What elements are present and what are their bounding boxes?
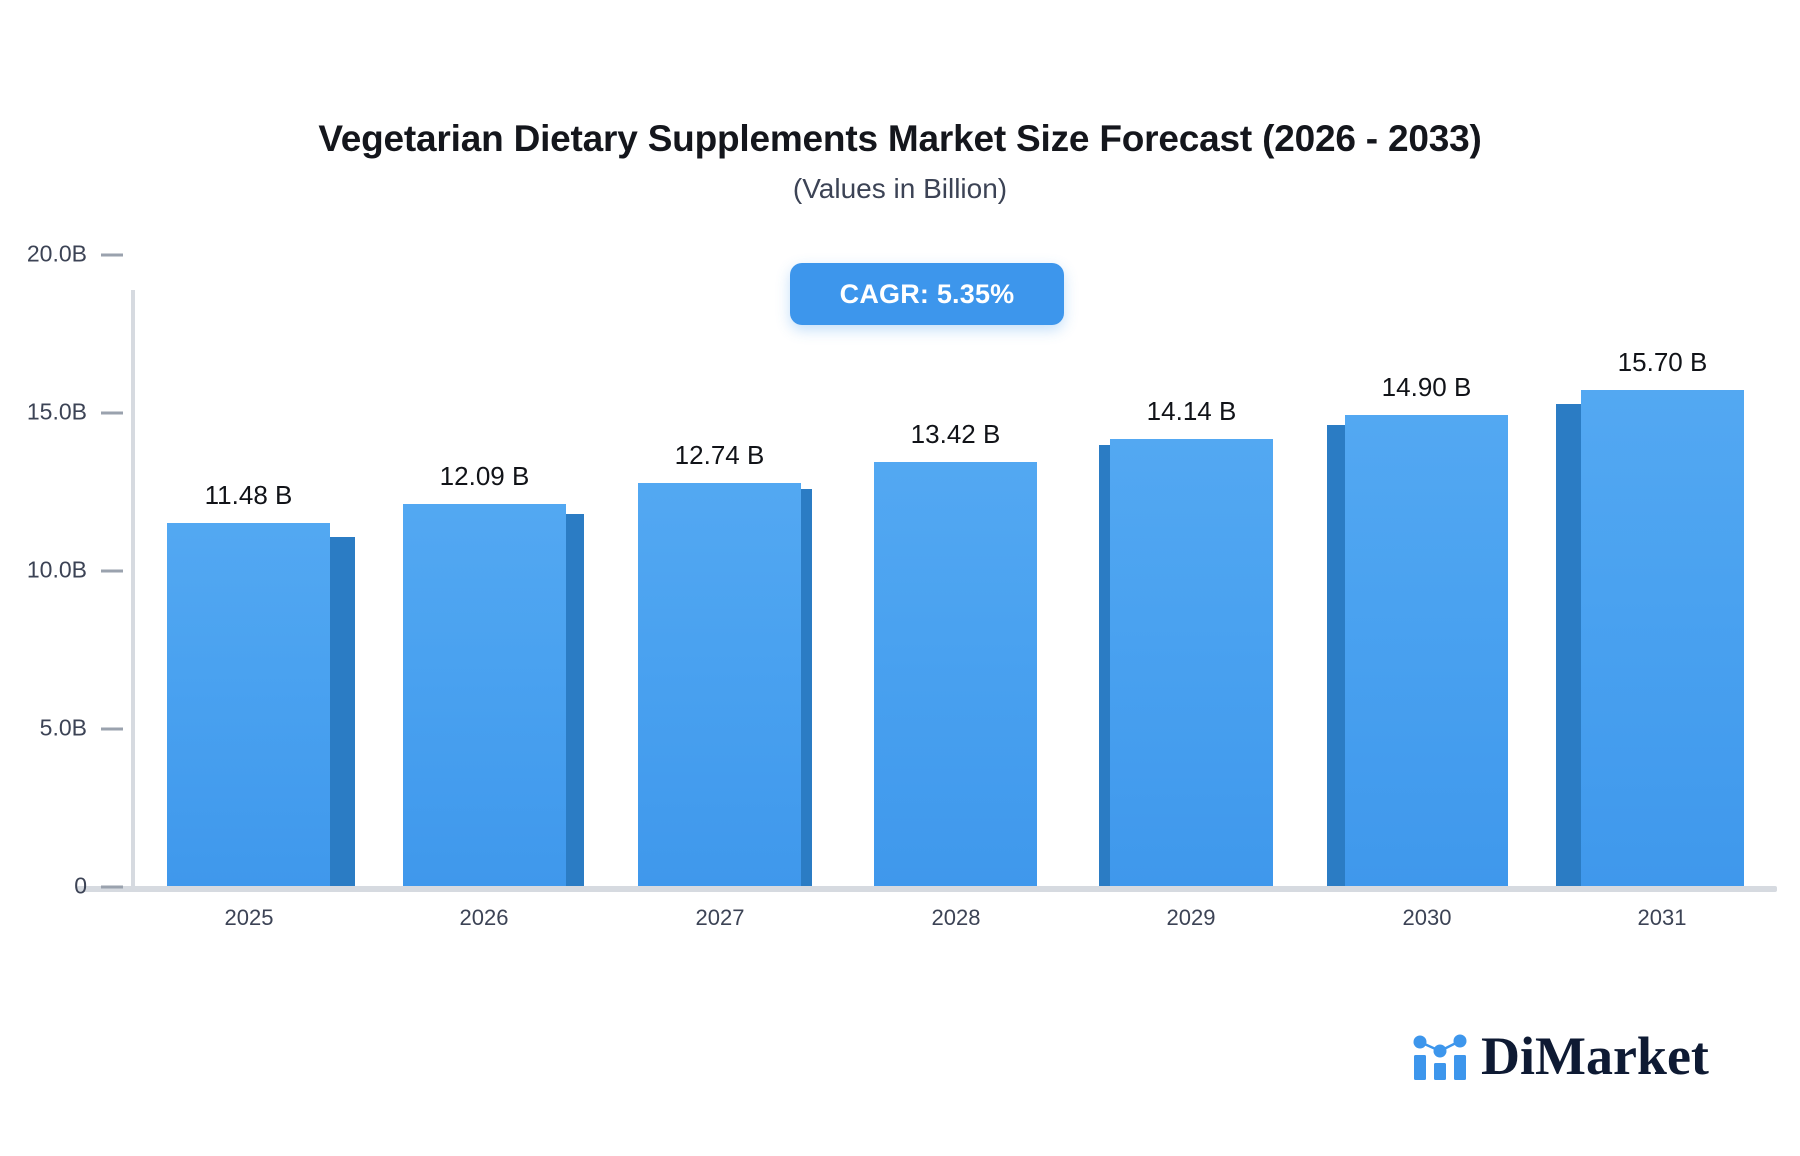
bar-value-label: 14.90 B bbox=[1381, 372, 1472, 402]
bar-side-panel bbox=[1099, 445, 1110, 886]
y-axis-tick-mark bbox=[101, 411, 123, 415]
x-axis-tick-label: 2027 bbox=[695, 905, 745, 930]
bar-value-label: 13.42 B bbox=[910, 419, 1001, 449]
y-axis-tick-mark bbox=[101, 569, 123, 573]
y-axis-tick: 10.0B bbox=[27, 557, 131, 584]
bar-value-label: 14.14 B bbox=[1146, 396, 1237, 426]
bar-face bbox=[1345, 415, 1508, 886]
chart-title: Vegetarian Dietary Supplements Market Si… bbox=[318, 118, 1482, 159]
bar-face bbox=[167, 523, 330, 886]
y-axis-tick-mark bbox=[101, 253, 123, 257]
x-axis-line bbox=[77, 886, 1777, 892]
bar-value-label: 15.70 B bbox=[1617, 347, 1708, 377]
bar-chart-icon bbox=[1413, 1034, 1467, 1080]
y-axis-tick: 15.0B bbox=[27, 399, 131, 426]
x-axis-tick-label: 2029 bbox=[1166, 905, 1216, 930]
y-axis-tick: 5.0B bbox=[40, 715, 131, 742]
bar-group: 11.48 B bbox=[167, 480, 355, 886]
y-axis-ticks: 20.0B 15.0B 10.0B 5.0B 0 bbox=[0, 0, 131, 1156]
bar-group: 15.70 B bbox=[1556, 347, 1744, 886]
x-axis-tick-label: 2030 bbox=[1402, 905, 1452, 930]
bar-side-panel bbox=[330, 537, 355, 886]
bar-face bbox=[874, 462, 1037, 886]
bar-group: 12.74 B bbox=[638, 440, 812, 886]
y-axis-tick-label: 15.0B bbox=[26, 398, 87, 425]
bar-group: 13.42 B bbox=[874, 419, 1037, 886]
brand-name: DiMarket bbox=[1481, 1026, 1709, 1086]
y-axis-tick-label: 0 bbox=[74, 872, 87, 899]
cagr-badge-label: CAGR: 5.35% bbox=[839, 278, 1015, 309]
bar-group: 12.09 B bbox=[403, 461, 584, 886]
x-axis-tick-label: 2026 bbox=[459, 905, 509, 930]
y-axis-tick: 0 bbox=[74, 873, 131, 900]
bar-side-panel bbox=[1556, 404, 1581, 886]
x-axis-tick-label: 2028 bbox=[931, 905, 981, 930]
y-axis-tick-label: 5.0B bbox=[39, 714, 87, 741]
chart-subtitle: (Values in Billion) bbox=[792, 173, 1008, 204]
bar-side-panel bbox=[1327, 425, 1345, 886]
bar-face bbox=[1581, 390, 1744, 886]
y-axis-line bbox=[131, 290, 135, 888]
y-axis-tick-mark bbox=[101, 885, 123, 889]
y-axis-tick-label: 20.0B bbox=[26, 240, 87, 267]
bar-face bbox=[1110, 439, 1273, 886]
bar-face bbox=[638, 483, 801, 886]
bar-group: 14.90 B bbox=[1327, 372, 1508, 886]
y-axis-tick-mark bbox=[101, 727, 123, 731]
bar-value-label: 11.48 B bbox=[204, 480, 293, 510]
brand-logo: DiMarket bbox=[1412, 1023, 1709, 1089]
x-axis-tick-label: 2031 bbox=[1637, 905, 1687, 930]
y-axis-tick-label: 10.0B bbox=[26, 556, 87, 583]
bar-group: 14.14 B bbox=[1099, 396, 1273, 886]
y-axis-tick: 20.0B bbox=[27, 241, 131, 268]
cagr-badge: CAGR: 5.35% bbox=[790, 263, 1064, 325]
bar-side-panel bbox=[566, 514, 584, 886]
x-axis-tick-label: 2025 bbox=[224, 905, 274, 930]
bar-value-label: 12.74 B bbox=[674, 440, 765, 470]
bar-value-label: 12.09 B bbox=[439, 461, 530, 491]
bar-face bbox=[403, 504, 566, 886]
bar-side-panel bbox=[801, 489, 812, 886]
